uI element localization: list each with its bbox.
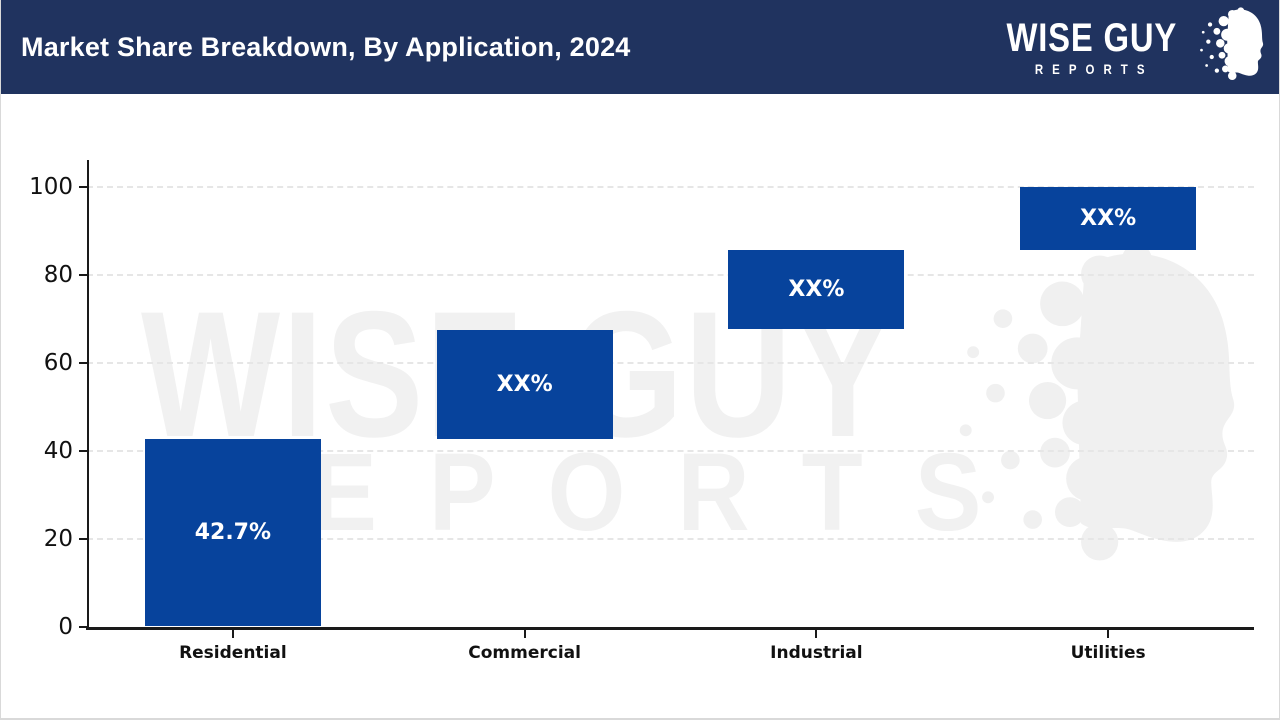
x-tick-mark	[815, 629, 818, 638]
brand-logo: WISE GUY REPORTS	[969, 4, 1265, 90]
x-tick-mark	[1107, 629, 1110, 638]
bar-value-label: XX%	[1080, 205, 1137, 231]
bar-segment: 42.7%	[144, 438, 321, 627]
y-gridline	[87, 449, 1254, 452]
y-gridline	[87, 185, 1254, 188]
y-tick-label: 100	[29, 173, 73, 200]
dotted-head-icon	[1179, 4, 1265, 90]
brand-name: WISE GUY	[1006, 15, 1177, 60]
y-tick-label: 60	[43, 349, 73, 376]
bar-value-label: XX%	[496, 371, 553, 397]
y-tick-mark	[79, 537, 87, 540]
y-tick-label: 40	[43, 437, 73, 464]
brand-logo-text: WISE GUY REPORTS	[1006, 18, 1177, 77]
bar-segment: XX%	[728, 250, 905, 330]
y-axis-line	[87, 160, 89, 629]
y-tick-label: 0	[58, 613, 73, 640]
bar-segment: XX%	[1020, 186, 1197, 251]
x-category-label: Utilities	[1070, 642, 1146, 663]
y-gridline	[87, 273, 1254, 276]
x-category-label: Residential	[179, 642, 287, 663]
x-category-label: Industrial	[770, 642, 863, 663]
bar-value-label: XX%	[788, 277, 845, 303]
chart-title: Market Share Breakdown, By Application, …	[21, 31, 631, 62]
x-tick-mark	[231, 629, 234, 638]
waterfall-chart: 0 20 40 60 80 100 42.7% Residential XX% Commercia…	[1, 94, 1280, 718]
y-tick-mark	[79, 625, 87, 628]
watermark-head-icon	[869, 218, 1241, 602]
y-gridline	[87, 537, 1254, 540]
header-bar: Market Share Breakdown, By Application, …	[1, 0, 1279, 94]
brand-subname: REPORTS	[1034, 60, 1154, 77]
y-gridline	[87, 361, 1254, 364]
bar-segment: XX%	[436, 329, 613, 439]
y-tick-mark	[79, 449, 87, 452]
y-tick-mark	[79, 361, 87, 364]
x-axis-line	[86, 626, 1254, 630]
y-tick-mark	[79, 273, 87, 276]
y-tick-label: 20	[43, 525, 73, 552]
bar-value-label: 42.7%	[194, 520, 272, 546]
x-category-label: Commercial	[468, 642, 581, 663]
y-tick-label: 80	[43, 261, 73, 288]
y-tick-mark	[79, 185, 87, 188]
x-tick-mark	[523, 629, 526, 638]
